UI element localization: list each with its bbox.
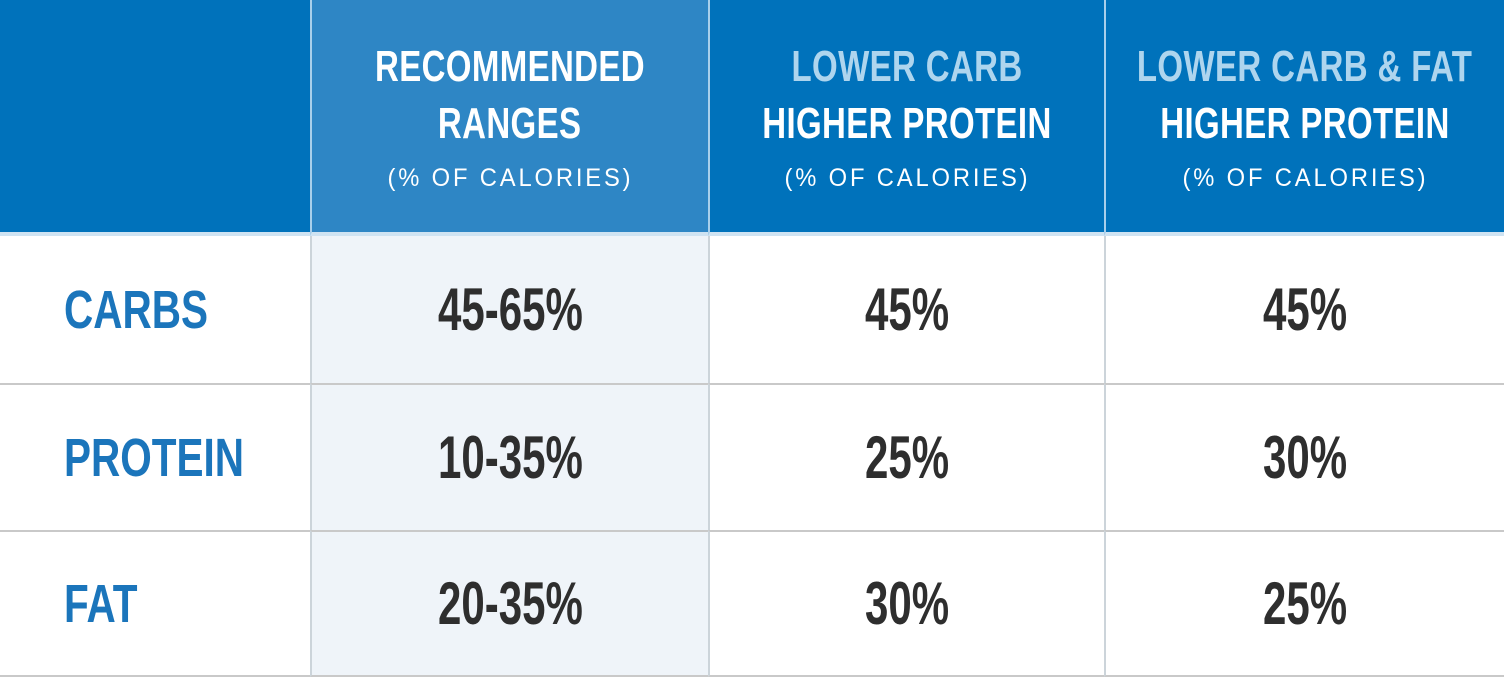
header-lower-carb: LOWER CARB HIGHER PROTEIN (% OF CALORIES… bbox=[708, 0, 1104, 236]
row-fat-lower-carb-value: 30% bbox=[864, 570, 950, 637]
row-carbs-lower-carb-cell: 45% bbox=[708, 236, 1104, 383]
row-protein-label: PROTEIN bbox=[64, 427, 245, 488]
header-corner-cell bbox=[0, 0, 310, 236]
row-protein-lower-carb-fat-cell: 30% bbox=[1104, 383, 1504, 530]
header-recommended-ranges: RECOMMENDED RANGES (% OF CALORIES) bbox=[310, 0, 708, 236]
header-lower-carb-fat-line2: HIGHER PROTEIN bbox=[1160, 98, 1450, 148]
header-recommended-line1: RECOMMENDED bbox=[375, 42, 645, 92]
header-lower-carb-fat-line1: LOWER CARB & FAT bbox=[1137, 42, 1473, 92]
row-protein-recommended-value: 10-35% bbox=[437, 424, 583, 491]
row-protein-lower-carb-value: 25% bbox=[864, 424, 950, 491]
row-fat-lower-carb-fat-cell: 25% bbox=[1104, 530, 1504, 677]
header-recommended-subtitle: (% OF CALORIES) bbox=[387, 163, 633, 192]
row-carbs-lower-carb-value: 45% bbox=[864, 276, 950, 343]
header-lower-carb-fat: LOWER CARB & FAT HIGHER PROTEIN (% OF CA… bbox=[1104, 0, 1504, 236]
row-carbs-recommended-cell: 45-65% bbox=[310, 236, 708, 383]
row-fat-recommended-value: 20-35% bbox=[437, 570, 583, 637]
header-lower-carb-fat-subtitle: (% OF CALORIES) bbox=[1182, 163, 1428, 192]
row-fat-lower-carb-fat-value: 25% bbox=[1262, 570, 1348, 637]
row-carbs-label-cell: CARBS bbox=[0, 236, 310, 383]
row-carbs-lower-carb-fat-cell: 45% bbox=[1104, 236, 1504, 383]
header-lower-carb-subtitle: (% OF CALORIES) bbox=[784, 163, 1030, 192]
row-protein-lower-carb-cell: 25% bbox=[708, 383, 1104, 530]
header-recommended-line2: RANGES bbox=[438, 98, 582, 148]
row-protein-recommended-cell: 10-35% bbox=[310, 383, 708, 530]
header-lower-carb-line1: LOWER CARB bbox=[791, 42, 1023, 92]
row-fat-recommended-cell: 20-35% bbox=[310, 530, 708, 677]
row-fat-lower-carb-cell: 30% bbox=[708, 530, 1104, 677]
header-lower-carb-line2: HIGHER PROTEIN bbox=[762, 98, 1052, 148]
row-carbs-recommended-value: 45-65% bbox=[437, 276, 583, 343]
row-fat-label-cell: FAT bbox=[0, 530, 310, 677]
row-protein-lower-carb-fat-value: 30% bbox=[1262, 424, 1348, 491]
row-carbs-lower-carb-fat-value: 45% bbox=[1262, 276, 1348, 343]
row-carbs-label: CARBS bbox=[64, 279, 209, 340]
row-protein-label-cell: PROTEIN bbox=[0, 383, 310, 530]
row-fat-label: FAT bbox=[64, 573, 138, 634]
